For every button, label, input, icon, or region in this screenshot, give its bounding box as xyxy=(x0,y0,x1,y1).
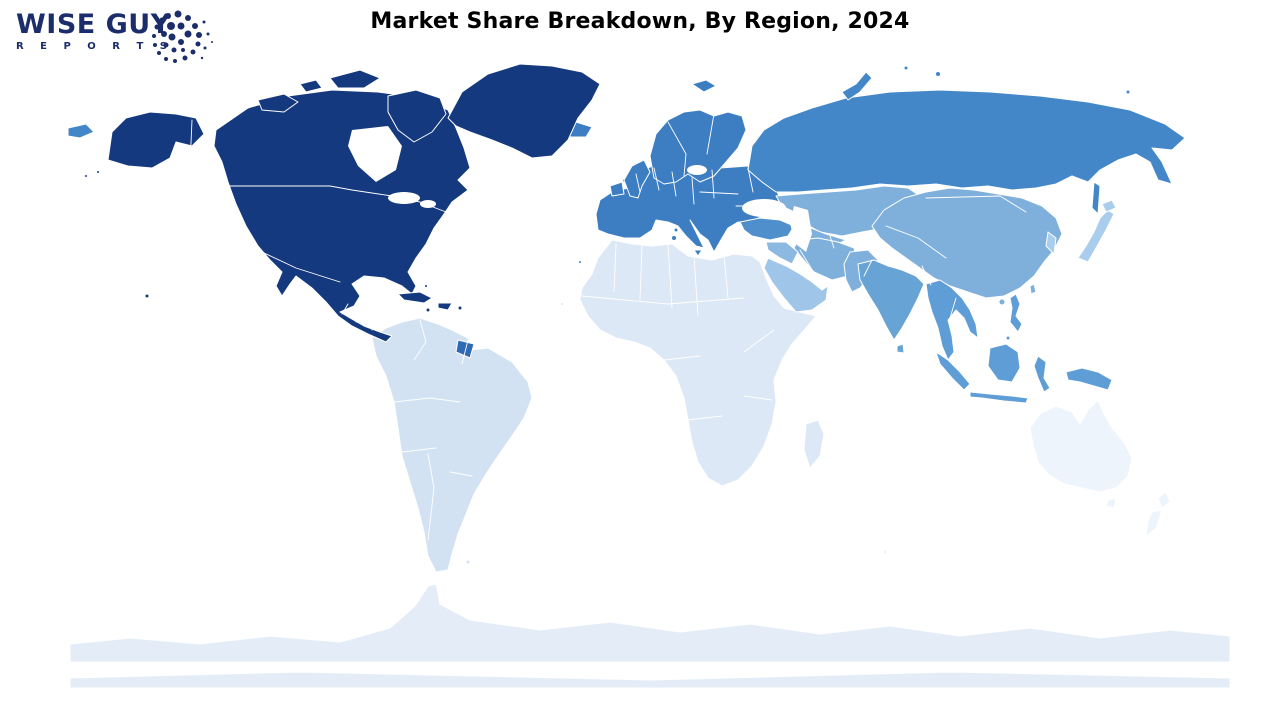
north-america-mainland xyxy=(213,89,471,343)
china-mongolia xyxy=(871,187,1063,299)
franz-josef-land xyxy=(903,65,909,71)
hainan xyxy=(998,298,1006,306)
corsica xyxy=(673,227,679,233)
region-south-asia xyxy=(857,259,925,354)
sakhalin xyxy=(1091,181,1101,215)
caspian-sea xyxy=(790,206,812,252)
south-america-borders xyxy=(393,319,473,541)
baltic-sea xyxy=(687,165,707,175)
north-america-borders xyxy=(189,119,447,331)
madagascar xyxy=(803,419,825,469)
tasmania xyxy=(1105,497,1117,509)
chukotka-west-wrap xyxy=(67,123,95,139)
region-middle-east xyxy=(763,257,829,313)
region-southeast-asia xyxy=(925,279,1113,404)
asia-borders xyxy=(799,195,1027,319)
inland-seas xyxy=(348,126,828,308)
region-turkey xyxy=(739,217,795,241)
region-antarctica xyxy=(69,550,1231,689)
region-french-guiana xyxy=(455,339,475,359)
region-japan-korea xyxy=(1045,199,1117,263)
region-europe xyxy=(559,79,781,264)
aleutian-1 xyxy=(96,170,100,174)
philippines xyxy=(1009,293,1023,333)
region-oceania xyxy=(1029,399,1171,537)
chart-title: Market Share Breakdown, By Region, 2024 xyxy=(370,9,910,34)
russia-mainland xyxy=(747,89,1186,193)
brand-head-dots-icon xyxy=(152,10,213,63)
jamaica xyxy=(425,307,431,313)
region-south-america xyxy=(371,317,533,573)
brand-logo: WISE GUY R E P O R T S xyxy=(16,9,236,63)
sulawesi xyxy=(1033,355,1051,393)
africa-borders xyxy=(581,243,775,421)
canary-islands xyxy=(578,260,582,264)
cuba xyxy=(397,291,433,304)
sri-lanka xyxy=(896,343,905,354)
new-zealand-south xyxy=(1145,509,1163,537)
sicily xyxy=(693,249,703,257)
new-zealand-north xyxy=(1157,491,1171,509)
ireland xyxy=(609,181,625,197)
bahamas xyxy=(424,284,428,288)
honshu-arc xyxy=(1077,209,1115,263)
great-lakes xyxy=(388,192,420,204)
brand-subname: R E P O R T S xyxy=(16,40,174,52)
levant-iraq xyxy=(765,241,799,265)
europe-borders xyxy=(635,113,771,207)
indochina-malay xyxy=(925,279,979,361)
baffin-island xyxy=(387,89,447,143)
mindanao xyxy=(1005,335,1011,341)
lake-ontario xyxy=(420,200,436,208)
antarctica-ice-shelf xyxy=(69,671,1231,689)
antarctica-mainland xyxy=(69,583,1231,663)
kerguelen-island xyxy=(883,550,887,554)
arctic-island xyxy=(299,79,323,93)
hokkaido xyxy=(1101,199,1117,213)
java xyxy=(969,391,1029,404)
korea xyxy=(1045,231,1057,255)
south-america-mainland xyxy=(371,317,533,573)
india xyxy=(857,259,925,341)
greenland xyxy=(447,63,601,159)
region-levant-iraq xyxy=(765,241,799,265)
french-guiana xyxy=(455,339,475,359)
puerto-rico xyxy=(457,305,463,311)
new-guinea xyxy=(1065,367,1113,391)
severnaya-zemlya xyxy=(935,71,941,77)
wrangel-island xyxy=(1125,89,1131,95)
cape-verde xyxy=(560,302,564,306)
borneo xyxy=(987,343,1021,383)
novaya-zemlya xyxy=(841,71,873,101)
falkland-islands xyxy=(465,559,471,565)
hispaniola xyxy=(437,302,453,311)
arabian-peninsula xyxy=(763,257,829,313)
victoria-island xyxy=(257,93,299,113)
taiwan xyxy=(1029,283,1037,295)
turkey xyxy=(739,217,795,241)
australia xyxy=(1029,399,1133,493)
hawaii xyxy=(144,293,150,299)
region-russia xyxy=(67,65,1186,215)
aleutian-2 xyxy=(84,174,88,178)
black-sea xyxy=(742,199,786,217)
sardinia xyxy=(671,235,677,241)
svalbard xyxy=(691,79,717,93)
alaska xyxy=(107,111,205,169)
region-central-east-asia xyxy=(775,185,1063,306)
brand-name: WISE GUY xyxy=(16,9,171,40)
region-north-america xyxy=(84,63,601,343)
hudson-bay xyxy=(348,126,402,182)
ellesmere-island xyxy=(329,69,381,89)
scandinavia xyxy=(649,109,747,185)
country-borders xyxy=(189,113,1027,541)
sumatra xyxy=(935,351,971,391)
